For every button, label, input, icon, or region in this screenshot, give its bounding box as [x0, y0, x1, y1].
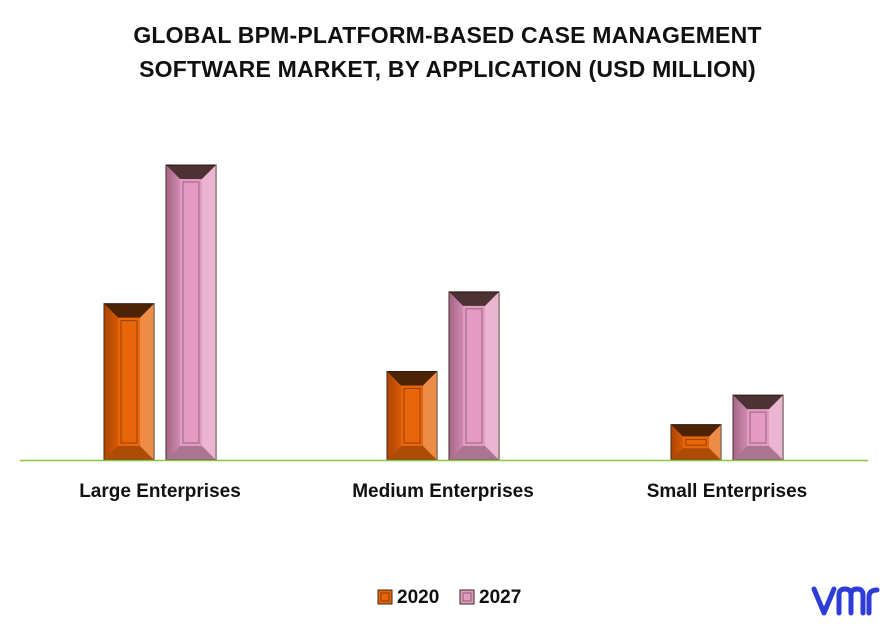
legend-label: 2020 — [397, 587, 439, 608]
legend-swatch — [459, 589, 475, 605]
legend-item-2020: 2020 — [377, 587, 439, 608]
legend-label: 2027 — [479, 587, 521, 608]
chart-title: GLOBAL BPM-PLATFORM-BASED CASE MANAGEMEN… — [0, 18, 895, 86]
category-label: Medium Enterprises — [352, 481, 534, 502]
category-label: Large Enterprises — [79, 481, 241, 502]
bar-2020-medium-enterprises — [386, 371, 438, 461]
bar-2027-small-enterprises — [732, 394, 784, 461]
legend: 2020 2027 — [377, 587, 521, 608]
vmr-logo — [811, 586, 880, 616]
bar-2027-large-enterprises — [165, 164, 217, 461]
category-label: Small Enterprises — [647, 481, 808, 502]
bar-2027-medium-enterprises — [448, 291, 500, 461]
legend-swatch — [377, 589, 393, 605]
bar-2020-small-enterprises — [670, 424, 722, 461]
chart-title-line-1: GLOBAL BPM-PLATFORM-BASED CASE MANAGEMEN… — [133, 22, 762, 48]
bar-2020-large-enterprises — [103, 303, 155, 461]
chart-title-line-2: SOFTWARE MARKET, BY APPLICATION (USD MIL… — [139, 56, 756, 82]
legend-item-2027: 2027 — [459, 587, 521, 608]
